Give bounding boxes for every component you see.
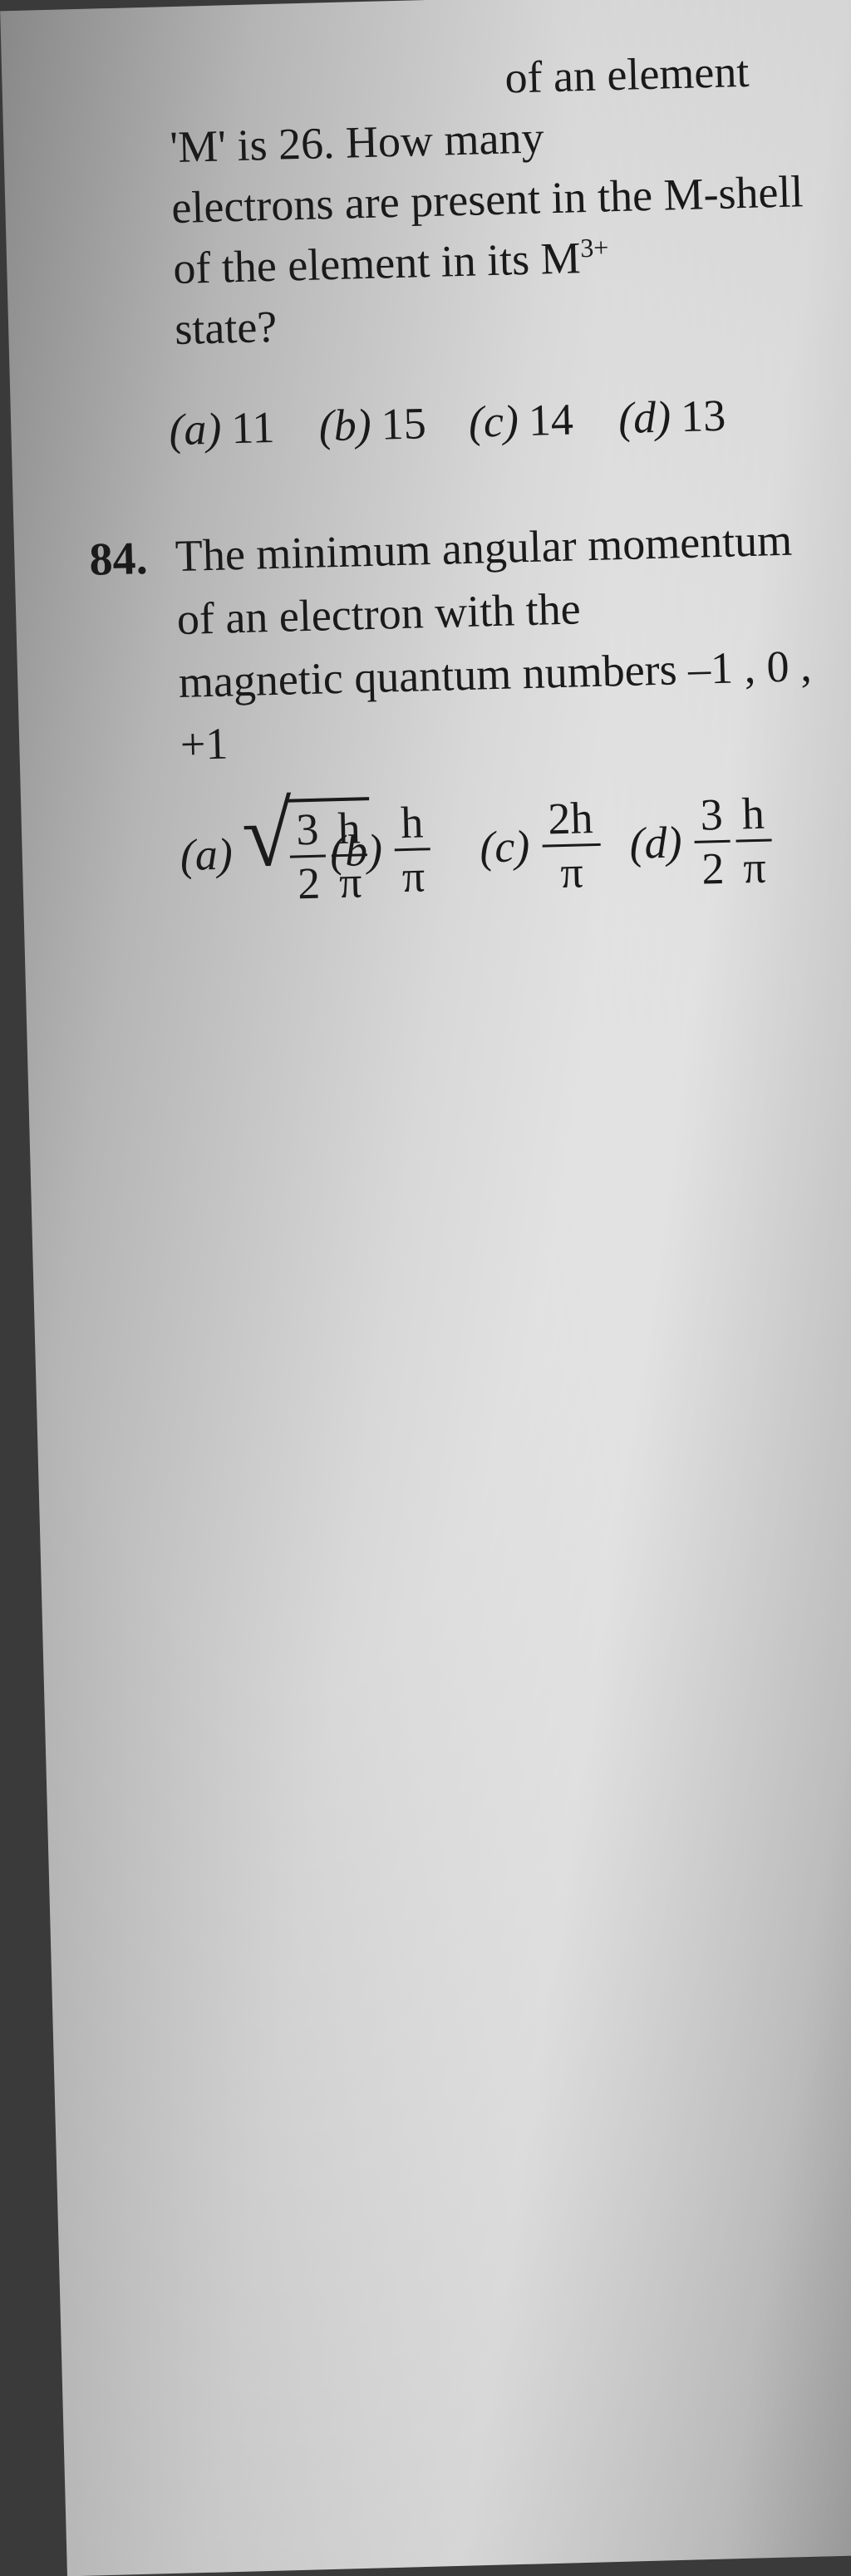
- q84-line1: The minimum angular momentum of an elect…: [175, 515, 793, 644]
- option-a: (a) √ 3 2 h π: [179, 798, 332, 909]
- option-d: (d) 13: [617, 369, 770, 465]
- opt-label: (c): [468, 396, 519, 449]
- opt-label: (a): [169, 403, 223, 456]
- fraction: 3 2: [693, 792, 731, 892]
- numerator: 3: [289, 806, 327, 858]
- question-83-partial: xxxxxxxxxxxxxxxof an element 'M' is 26. …: [76, 40, 819, 361]
- opt-value: 15: [381, 398, 427, 450]
- whole-part: 3 2 h π: [691, 790, 775, 892]
- opt-value: 11: [231, 401, 276, 454]
- option-c: (c) 2h π: [479, 790, 632, 902]
- opt-value: 14: [528, 394, 574, 446]
- q83-sup: 3+: [580, 232, 609, 263]
- option-d: (d) 3 2 h π: [628, 786, 781, 897]
- q83-options: (a) 11 (b) 15 (c) 14 (d) 13: [85, 367, 822, 478]
- denominator: 2: [290, 857, 327, 906]
- q84-number: 84.: [88, 526, 165, 593]
- q83-line2: electrons are present in the M-shell of …: [171, 166, 804, 293]
- opt-value: 13: [680, 390, 726, 442]
- sqrt-sign: √: [241, 809, 293, 860]
- question-84: 84. The minimum angular momentum of an e…: [88, 509, 829, 779]
- opt-label: (b): [329, 824, 383, 878]
- denominator: π: [553, 846, 591, 895]
- q84-options: (a) √ 3 2 h π: [96, 784, 833, 911]
- opt-label: (b): [318, 399, 372, 452]
- fraction: h π: [735, 790, 773, 890]
- q83-line3: state?: [174, 301, 277, 353]
- numerator: h: [394, 799, 431, 851]
- opt-label: (c): [480, 820, 531, 873]
- opt-label: (d): [617, 391, 671, 445]
- fraction: 2h π: [541, 795, 602, 896]
- numerator: h: [735, 790, 772, 842]
- numerator: 2h: [541, 795, 601, 848]
- numerator: 3: [693, 792, 730, 843]
- denominator: 2: [695, 843, 732, 892]
- page-scan: xxxxxxxxxxxxxxxof an element 'M' is 26. …: [0, 0, 851, 2576]
- denominator: π: [736, 841, 774, 890]
- fraction: 3 2: [289, 806, 327, 906]
- option-a: (a) 11: [168, 381, 320, 476]
- fraction: h π: [393, 799, 431, 899]
- q83-line1: of an element 'M' is 26. How many: [170, 47, 750, 172]
- opt-label: (a): [180, 828, 234, 882]
- option-b: (b) h π: [328, 794, 481, 905]
- opt-label: (d): [629, 817, 683, 870]
- q84-line2: magnetic quantum numbers –1 , 0 , +1: [178, 641, 812, 769]
- option-b: (b) 15: [317, 376, 470, 472]
- option-c: (c) 14: [468, 373, 620, 469]
- denominator: π: [395, 850, 432, 899]
- q84-text: The minimum angular momentum of an elect…: [175, 509, 824, 777]
- page-content: xxxxxxxxxxxxxxxof an element 'M' is 26. …: [0, 0, 851, 1013]
